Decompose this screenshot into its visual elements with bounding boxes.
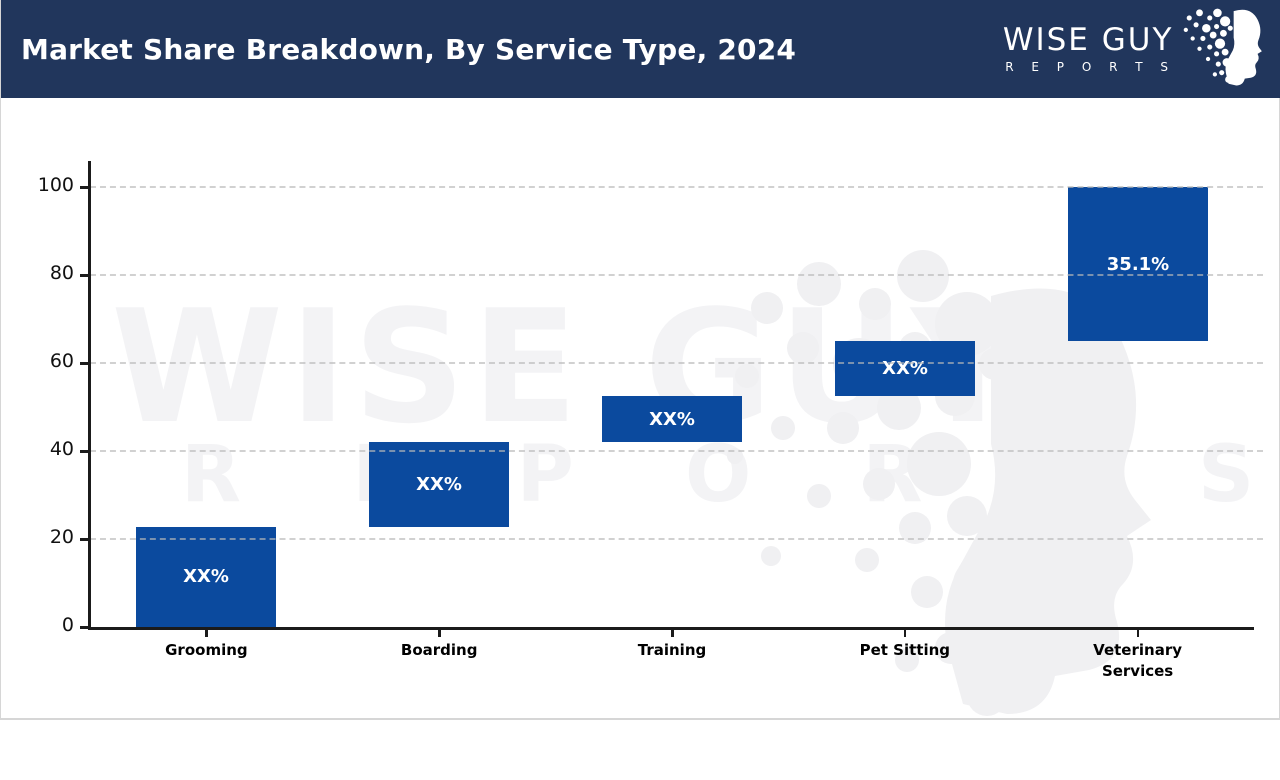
x-tick-4	[1136, 629, 1140, 637]
y-tick-label-0: 0	[61, 614, 74, 636]
header-bar: Market Share Breakdown, By Service Type,…	[1, 0, 1280, 98]
y-tick-0	[80, 626, 89, 629]
y-tick-label-80: 80	[49, 262, 74, 284]
bar-boarding: XX%	[369, 442, 509, 527]
bar-pet-sitting: XX%	[835, 341, 975, 397]
bar-training: XX%	[602, 396, 742, 443]
chart-title: Market Share Breakdown, By Service Type,…	[21, 32, 797, 66]
gridline-60	[90, 362, 1263, 364]
x-tick-0	[205, 629, 208, 637]
gridline-80	[90, 274, 1263, 276]
y-tick-60	[80, 362, 89, 365]
page: Market Share Breakdown, By Service Type,…	[0, 0, 1280, 720]
x-category-label-1: Boarding	[400, 641, 478, 659]
gridline-40	[90, 450, 1263, 452]
wise-guy-logo: WISE GUY R E P O R T S	[1001, 6, 1263, 92]
y-tick-80	[80, 274, 89, 277]
y-tick-label-40: 40	[49, 438, 74, 460]
y-axis-spine	[88, 161, 91, 630]
chart-area: WISE GUY R E P O R T S 0 20 40 60 80 100 XX% Gr…	[1, 98, 1280, 720]
gridline-100	[90, 186, 1263, 188]
y-tick-label-60: 60	[49, 350, 74, 372]
y-tick-20	[80, 538, 89, 541]
x-tick-1	[438, 629, 441, 637]
y-tick-40	[80, 450, 89, 453]
bar-value-label: XX%	[183, 566, 229, 588]
bar-veterinary-services: 35.1%	[1068, 187, 1208, 342]
gridline-20	[90, 538, 1263, 540]
dotted-head-icon	[1177, 6, 1263, 92]
x-category-label-0: Grooming	[165, 641, 248, 659]
logo-text: WISE GUY R E P O R T S	[1001, 21, 1175, 74]
y-tick-label-100: 100	[37, 174, 74, 196]
x-category-label-2: Training	[637, 641, 707, 659]
y-tick-100	[80, 186, 89, 189]
bar-value-label: 35.1%	[1106, 253, 1170, 275]
x-axis-spine	[88, 627, 1254, 630]
logo-subtitle: R E P O R T S	[1005, 59, 1175, 74]
x-tick-2	[671, 629, 674, 637]
x-tick-3	[903, 629, 907, 637]
logo-wordmark: WISE GUY	[1002, 21, 1174, 58]
x-category-label-4: Veterinary Services	[1093, 641, 1182, 680]
bar-grooming: XX%	[136, 526, 276, 627]
x-category-label-3: Pet Sitting	[859, 641, 950, 659]
bar-value-label: XX%	[416, 473, 462, 495]
y-tick-label-20: 20	[49, 526, 74, 548]
bar-value-label: XX%	[649, 408, 695, 430]
